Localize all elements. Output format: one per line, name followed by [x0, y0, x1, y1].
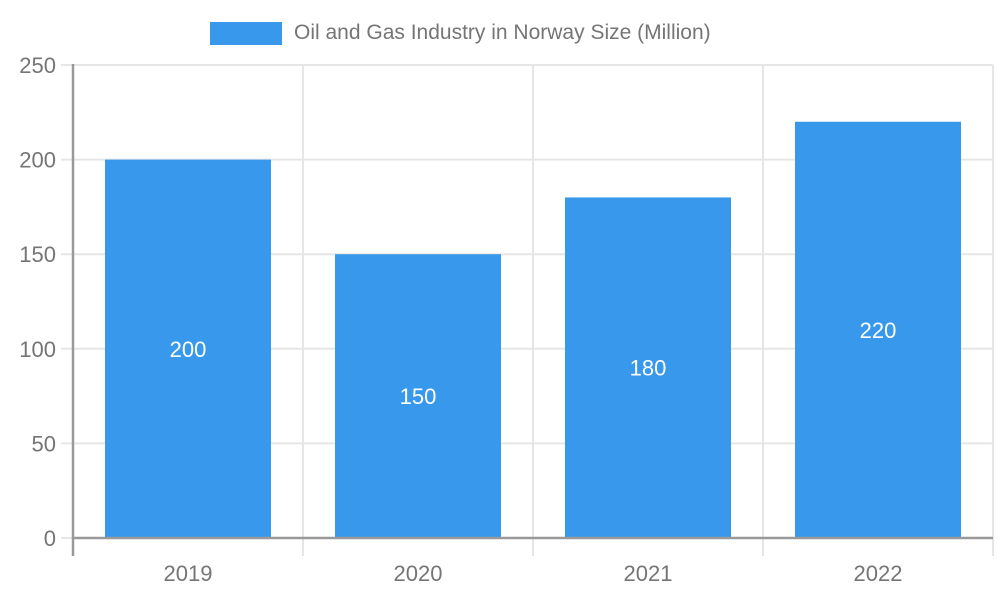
bar-2021[interactable]: [565, 197, 731, 538]
bar-value-label-2021: 180: [630, 356, 667, 381]
bar-2022[interactable]: [795, 121, 961, 538]
y-tick-label-150: 150: [19, 242, 56, 267]
legend[interactable]: Oil and Gas Industry in Norway Size (Mil…: [210, 21, 711, 45]
y-tick-label-100: 100: [19, 337, 56, 362]
y-tick-label-200: 200: [19, 148, 56, 173]
legend-label: Oil and Gas Industry in Norway Size (Mil…: [294, 21, 711, 44]
x-tick-label-2021: 2021: [624, 561, 673, 586]
y-tick-label-0: 0: [44, 526, 56, 551]
x-tick-label-2022: 2022: [854, 561, 903, 586]
bar-value-label-2020: 150: [400, 384, 437, 409]
legend-swatch-icon: [210, 21, 282, 45]
y-tick-label-250: 250: [19, 53, 56, 78]
x-tick-label-2020: 2020: [394, 561, 443, 586]
y-tick-label-50: 50: [32, 431, 56, 456]
x-tick-label-2019: 2019: [164, 561, 213, 586]
bar-value-label-2022: 220: [860, 318, 897, 343]
bar-value-label-2019: 200: [170, 337, 207, 362]
bar-2019[interactable]: [105, 159, 271, 538]
bar-2020[interactable]: [335, 254, 501, 538]
